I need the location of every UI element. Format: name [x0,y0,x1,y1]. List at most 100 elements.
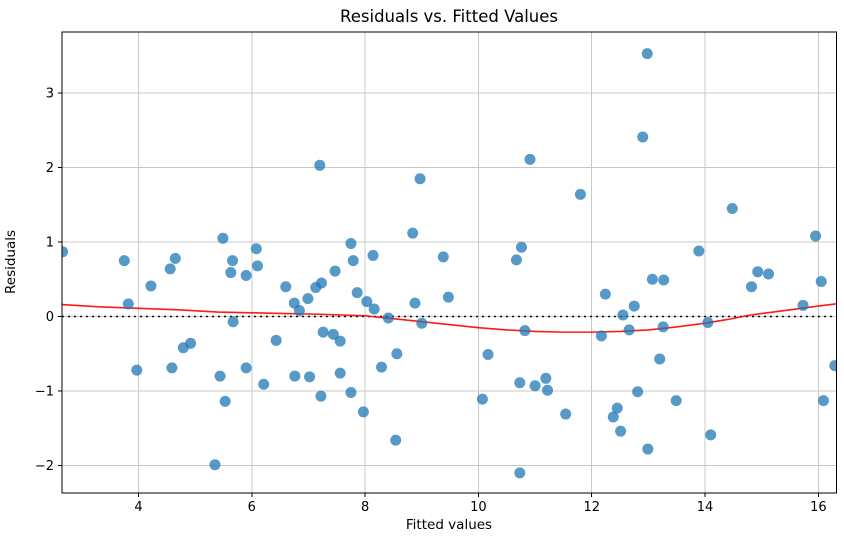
plot-spines [61,31,838,494]
scatter-point [524,153,536,165]
scatter-point [251,260,263,272]
scatter-point [599,288,611,300]
scatter-point [361,296,373,308]
scatter-point [510,254,522,266]
scatter-points [62,48,837,479]
scatter-point [702,316,714,328]
y-tick-label: −1 [35,384,54,399]
scatter-point [623,324,635,336]
scatter-point [632,386,644,398]
scatter-point [705,429,717,441]
x-tick-label: 10 [470,500,487,515]
scatter-point [258,378,270,390]
scatter-point [169,252,181,264]
scatter-point [329,265,341,277]
x-tick-label: 16 [810,500,827,515]
chart-title: Residuals vs. Fitted Values [340,7,558,26]
scatter-point [476,393,488,405]
lowess-smoother-line [62,303,837,333]
x-tick-label: 12 [583,500,600,515]
y-axis-label: Residuals [3,230,19,294]
scatter-point [416,317,428,329]
scatter-point [376,361,388,373]
scatter-point [227,255,239,267]
scatter-point [646,273,658,285]
scatter-point [519,325,531,337]
scatter-point [368,303,380,315]
scatter-point [302,293,314,305]
scatter-point [810,230,822,242]
scatter-point [289,370,301,382]
scatter-point [382,312,394,324]
scatter-point [185,337,197,349]
scatter-point [442,291,454,303]
grid-lines [62,32,837,493]
scatter-point [270,334,282,346]
scatter-point [131,364,143,376]
scatter-point [414,173,426,185]
scatter-point [763,268,775,280]
scatter-point [514,467,526,479]
scatter-point [437,251,449,263]
scatter-point [829,360,837,372]
scatter-point [145,280,157,292]
scatter-point [315,390,327,402]
x-tick-label: 8 [361,500,369,515]
scatter-point [315,277,327,289]
scatter-point [293,305,305,317]
scatter-point [746,281,758,293]
scatter-point [529,380,541,392]
scatter-point [693,245,705,257]
scatter-point [217,232,229,244]
x-tick-label: 6 [248,500,256,515]
scatter-point [607,411,619,423]
scatter-point [797,299,809,311]
scatter-point [62,246,69,258]
scatter-point [642,443,654,455]
x-axis-label: Fitted values [406,517,492,533]
scatter-point [347,255,359,267]
y-tick-label: 3 [46,87,54,102]
scatter-point [409,297,421,309]
scatter-point [617,309,629,321]
scatter-point [122,298,134,310]
scatter-point [227,316,239,328]
scatter-point [391,348,403,360]
scatter-point [628,300,640,312]
scatter-point [815,275,827,287]
scatter-point [817,395,829,407]
y-tick-label: 2 [46,161,54,176]
scatter-point [574,188,586,200]
scatter-point [482,348,494,360]
scatter-point [219,395,231,407]
scatter-point [345,238,357,250]
scatter-point [752,266,764,278]
scatter-point [345,386,357,398]
scatter-point [314,159,326,171]
data-layer [62,48,837,479]
scatter-point [164,263,176,275]
scatter-point [560,408,572,420]
x-tick-label: 14 [697,500,714,515]
x-tick-label: 4 [134,500,142,515]
scatter-point [334,367,346,379]
scatter-point [327,328,339,340]
scatter-point [670,395,682,407]
scatter-point [317,326,329,338]
scatter-point [654,353,666,365]
scatter-point [595,330,607,342]
scatter-point [240,362,252,374]
scatter-point [214,370,226,382]
scatter-point [357,406,369,418]
scatter-point [515,241,527,253]
scatter-point [407,227,419,239]
scatter-point [726,203,738,215]
y-tick-label: 1 [46,236,54,251]
scatter-point [611,402,623,414]
scatter-point [250,243,262,255]
y-tick-label: −2 [35,459,54,474]
y-tick-label: 0 [46,310,54,325]
scatter-point [658,274,670,286]
